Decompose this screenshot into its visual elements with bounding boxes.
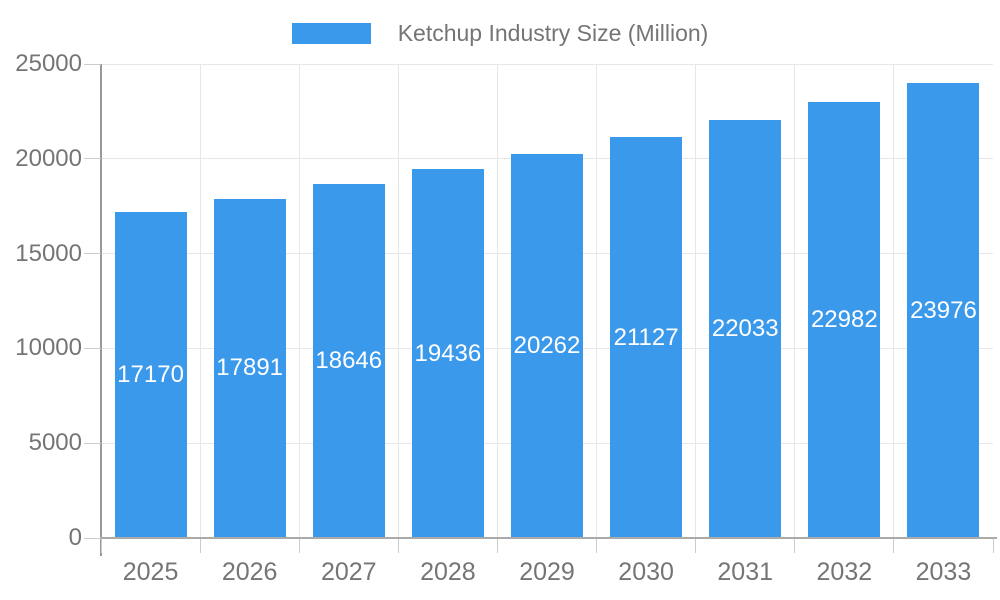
- bar[interactable]: 19436: [411, 169, 484, 538]
- bar[interactable]: 22982: [808, 102, 881, 538]
- bar-value-label: 19436: [414, 339, 482, 367]
- bar[interactable]: 17891: [213, 198, 286, 538]
- bar-value-label: 21127: [613, 323, 679, 351]
- y-axis-line: [100, 64, 102, 556]
- gridline-vertical: [397, 64, 399, 538]
- legend-label[interactable]: Ketchup Industry Size (Million): [397, 19, 709, 46]
- x-axis-tick: [893, 539, 895, 553]
- y-tick-label: 0: [68, 524, 82, 551]
- x-tick-label: 2033: [915, 558, 972, 586]
- y-tick-label: 5000: [28, 429, 82, 457]
- x-axis-line: [100, 537, 997, 539]
- y-axis-tick: [84, 347, 101, 349]
- x-axis-tick: [596, 539, 598, 553]
- bar-value-label: 22982: [810, 306, 878, 334]
- x-tick-label: 2026: [221, 558, 278, 586]
- plot-area: 17170 17891 18646 19436 20262 21127 22033 22982…: [101, 63, 993, 538]
- y-tick-label: 25000: [15, 50, 82, 77]
- x-axis-tick: [199, 539, 201, 553]
- gridline-vertical: [794, 64, 796, 538]
- gridline-vertical: [496, 64, 498, 538]
- y-axis-tick: [84, 63, 101, 65]
- y-axis-tick: [84, 442, 101, 444]
- y-axis-tick: [84, 537, 101, 539]
- x-axis-tick: [397, 539, 399, 553]
- bar[interactable]: 23976: [907, 83, 980, 538]
- x-axis-tick: [992, 539, 994, 553]
- x-tick-label: 2027: [320, 558, 377, 586]
- bar-value-label: 18646: [315, 347, 383, 375]
- y-tick-label: 10000: [15, 334, 82, 362]
- bar-value-label: 17891: [216, 354, 284, 382]
- bar-value-label: 20262: [513, 331, 581, 359]
- x-axis-tick: [695, 539, 697, 553]
- bar[interactable]: 20262: [511, 153, 583, 538]
- x-axis-tick: [794, 539, 796, 553]
- x-tick-label: 2031: [717, 558, 774, 586]
- gridline-vertical: [695, 64, 697, 538]
- gridline-horizontal: [101, 63, 993, 65]
- bar[interactable]: 18646: [312, 184, 385, 538]
- bar[interactable]: 21127: [610, 137, 683, 538]
- x-tick-label: 2029: [519, 558, 575, 586]
- y-axis-tick: [84, 158, 101, 160]
- x-tick-label: 2032: [816, 558, 873, 586]
- bar-value-label: 17170: [117, 361, 184, 389]
- y-tick-label: 20000: [15, 144, 82, 172]
- gridline-vertical: [893, 64, 895, 538]
- y-tick-label: 15000: [15, 239, 82, 267]
- bar-value-label: 23976: [910, 296, 977, 324]
- bar[interactable]: 22033: [709, 120, 782, 538]
- gridline-vertical: [199, 64, 201, 538]
- bar[interactable]: 17170: [114, 212, 187, 538]
- x-axis-tick: [298, 539, 300, 553]
- legend[interactable]: Ketchup Industry Size (Million): [0, 20, 1000, 46]
- x-tick-label: 2028: [420, 558, 476, 586]
- y-axis-tick: [84, 253, 101, 255]
- bar-value-label: 22033: [711, 315, 779, 343]
- legend-swatch[interactable]: [291, 22, 371, 44]
- x-axis-tick: [100, 539, 102, 553]
- x-tick-label: 2025: [122, 558, 179, 586]
- gridline-vertical: [298, 64, 300, 538]
- x-tick-label: 2030: [618, 558, 674, 586]
- gridline-vertical: [596, 64, 598, 538]
- x-axis-tick: [496, 539, 498, 553]
